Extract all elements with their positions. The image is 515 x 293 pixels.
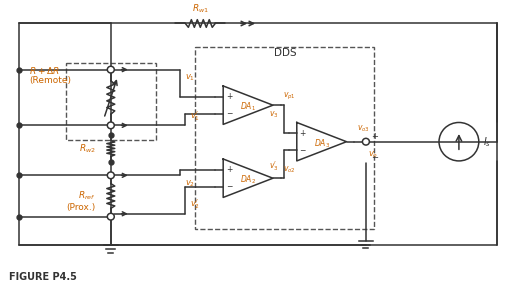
Text: $v_2$: $v_2$: [185, 178, 196, 189]
Text: −: −: [226, 109, 232, 118]
Circle shape: [107, 122, 114, 129]
Text: FIGURE P4.5: FIGURE P4.5: [9, 272, 77, 282]
Text: $v_1'$: $v_1'$: [191, 110, 200, 123]
Bar: [66, 63, 156, 140]
Text: −: −: [300, 146, 306, 155]
Text: +: +: [226, 92, 232, 101]
Text: (Prox.): (Prox.): [66, 203, 96, 212]
Text: $v_2'$: $v_2'$: [191, 197, 200, 211]
Text: +: +: [371, 132, 378, 142]
Text: $v_3$: $v_3$: [269, 110, 279, 120]
Text: $DA_2$: $DA_2$: [240, 174, 256, 186]
Text: −: −: [226, 182, 232, 191]
Circle shape: [107, 172, 114, 179]
Text: $v_3'$: $v_3'$: [269, 160, 279, 173]
Text: +: +: [226, 165, 232, 174]
Text: $v_1$: $v_1$: [185, 72, 196, 83]
Text: +: +: [300, 129, 306, 138]
Circle shape: [107, 66, 114, 73]
Text: $I_s$: $I_s$: [483, 135, 491, 149]
Text: $R_{w1}$: $R_{w1}$: [192, 2, 209, 15]
Circle shape: [107, 213, 114, 220]
Text: $v_o$: $v_o$: [368, 149, 379, 160]
Text: $R_{w2}$: $R_{w2}$: [79, 142, 96, 155]
Text: DDS: DDS: [273, 48, 296, 59]
Text: $v_{p1}$: $v_{p1}$: [283, 91, 296, 102]
Text: $v_{o2}$: $v_{o2}$: [283, 165, 296, 175]
Text: $DA_1$: $DA_1$: [240, 101, 256, 113]
Text: $R+\Delta R$: $R+\Delta R$: [29, 65, 60, 76]
Text: (Remote): (Remote): [29, 76, 71, 85]
Text: $DA_3$: $DA_3$: [314, 137, 330, 150]
Text: $R_{ref}$: $R_{ref}$: [78, 190, 96, 202]
Text: $v_{o3}$: $v_{o3}$: [357, 124, 370, 134]
Text: −: −: [371, 154, 379, 163]
Bar: [195, 47, 374, 229]
Circle shape: [363, 138, 369, 145]
